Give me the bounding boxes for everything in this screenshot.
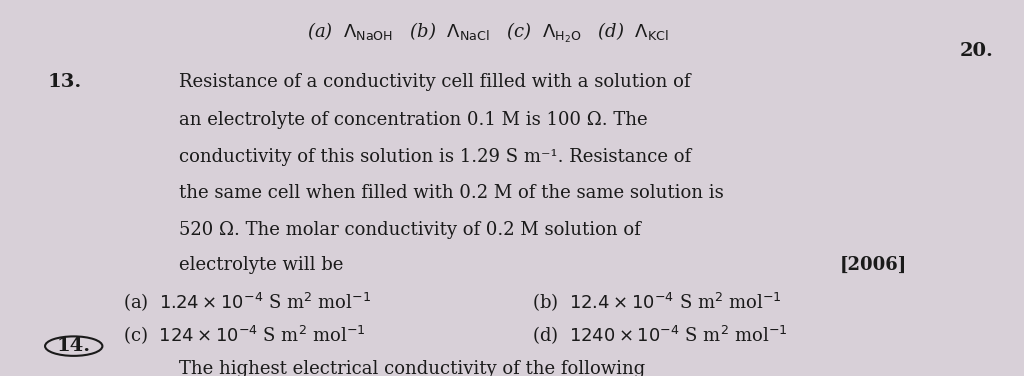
Text: an electrolyte of concentration 0.1 M is 100 Ω. The: an electrolyte of concentration 0.1 M is… [179, 111, 648, 129]
Text: [2006]: [2006] [840, 256, 907, 274]
Text: 14.: 14. [56, 337, 91, 355]
Text: Resistance of a conductivity cell filled with a solution of: Resistance of a conductivity cell filled… [179, 73, 691, 91]
Text: (c)  $124\times10^{-4}$ S m$^2$ mol$^{-1}$: (c) $124\times10^{-4}$ S m$^2$ mol$^{-1}… [123, 323, 366, 346]
Text: (a)  $1.24\times10^{-4}$ S m$^2$ mol$^{-1}$: (a) $1.24\times10^{-4}$ S m$^2$ mol$^{-1… [123, 291, 371, 314]
Text: (b)  $12.4\times10^{-4}$ S m$^2$ mol$^{-1}$: (b) $12.4\times10^{-4}$ S m$^2$ mol$^{-1… [532, 291, 782, 314]
Text: 13.: 13. [48, 73, 82, 91]
Text: (a)  $\Lambda_{\mathrm{NaOH}}$   (b)  $\Lambda_{\mathrm{NaCl}}$   (c)  $\Lambda_: (a) $\Lambda_{\mathrm{NaOH}}$ (b) $\Lamb… [307, 21, 669, 45]
Text: The highest electrical conductivity of the following: The highest electrical conductivity of t… [179, 360, 645, 376]
Text: 520 Ω. The molar conductivity of 0.2 M solution of: 520 Ω. The molar conductivity of 0.2 M s… [179, 221, 641, 239]
Text: conductivity of this solution is 1.29 S m⁻¹. Resistance of: conductivity of this solution is 1.29 S … [179, 148, 691, 166]
Text: the same cell when filled with 0.2 M of the same solution is: the same cell when filled with 0.2 M of … [179, 184, 724, 202]
Text: (d)  $1240\times10^{-4}$ S m$^2$ mol$^{-1}$: (d) $1240\times10^{-4}$ S m$^2$ mol$^{-1… [532, 323, 788, 346]
Text: 20.: 20. [959, 42, 993, 60]
Text: electrolyte will be: electrolyte will be [179, 256, 344, 274]
